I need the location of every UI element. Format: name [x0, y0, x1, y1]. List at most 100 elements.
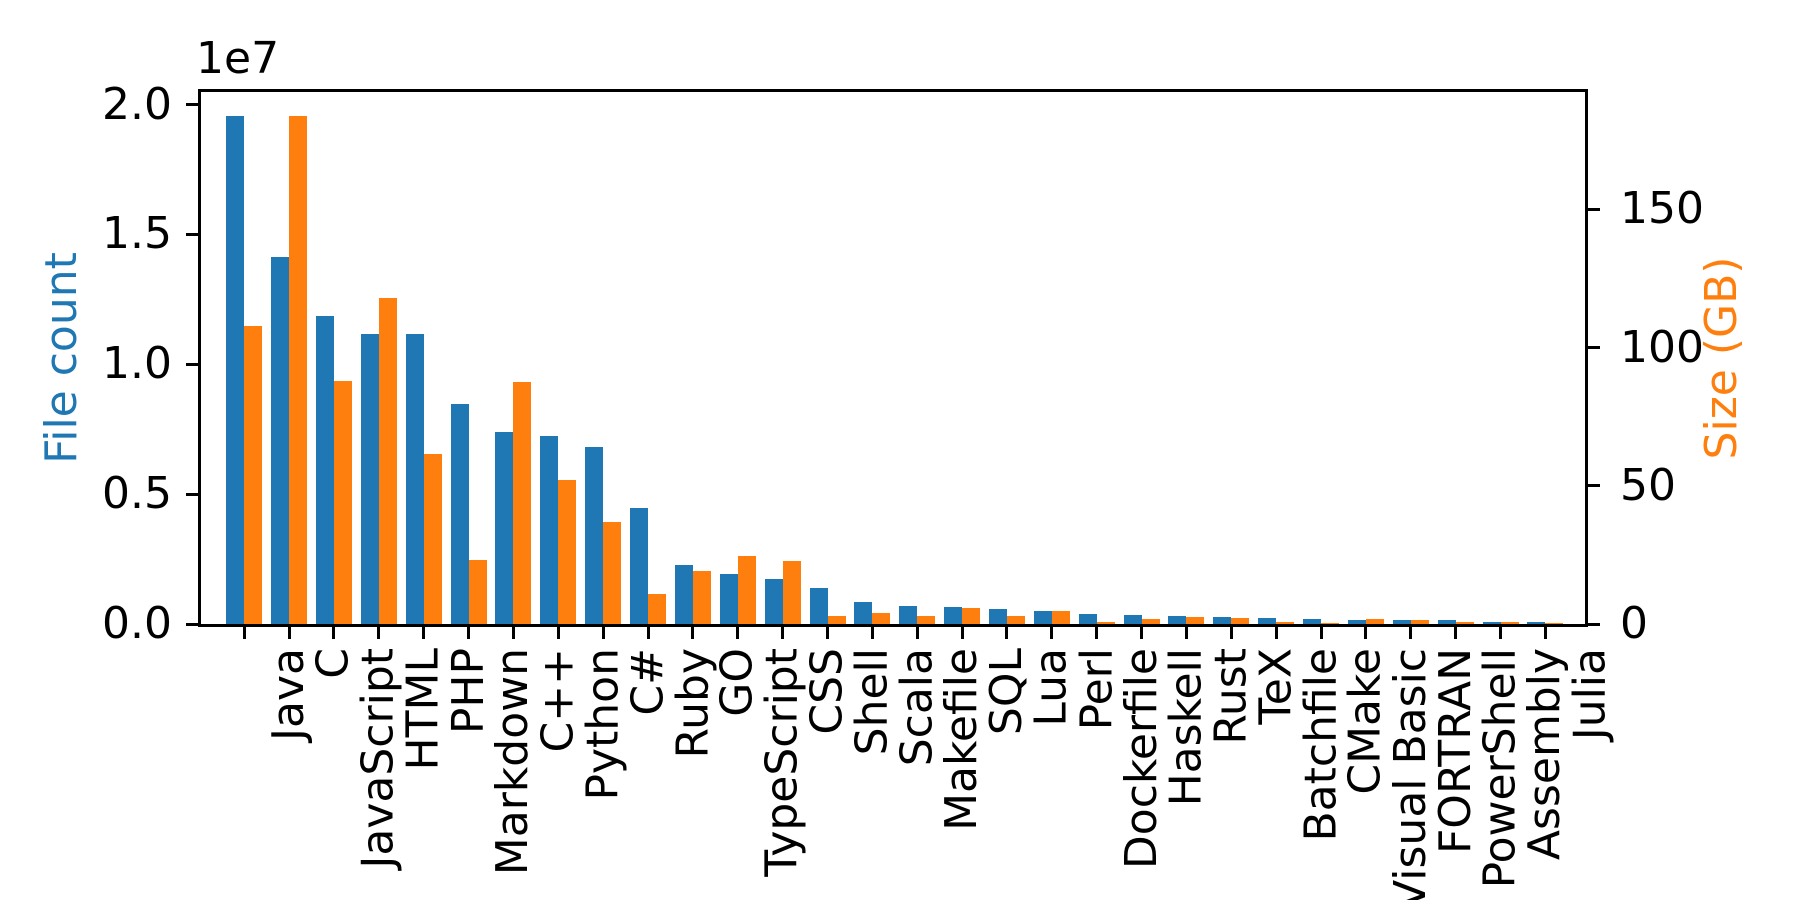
size-bar [917, 616, 936, 624]
x-category-label: C# [622, 648, 674, 716]
file-count-bar [1168, 616, 1187, 624]
x-category-label: Batchfile [1295, 648, 1347, 842]
file-count-bar [854, 602, 873, 624]
x-tickmark [1274, 627, 1278, 639]
file-count-bar [630, 508, 649, 624]
x-tickmark [332, 627, 336, 639]
size-bar [333, 381, 352, 624]
x-tickmark [422, 627, 426, 639]
x-category-label: C [308, 648, 360, 679]
left-y-tickmark [186, 103, 198, 106]
x-tickmark [781, 627, 785, 639]
x-category-label: Perl [1070, 648, 1122, 731]
size-bar [289, 116, 308, 624]
x-category-label: Markdown [487, 648, 539, 876]
file-count-bar [944, 607, 963, 624]
x-category-label: Shell [846, 648, 898, 756]
left-y-tickmark [186, 362, 198, 366]
file-count-bar [271, 257, 290, 624]
size-bar [1545, 623, 1564, 624]
right-y-tickmark [1588, 207, 1600, 211]
file-count-bar [719, 574, 738, 624]
plot-area [198, 89, 1588, 627]
x-category-label: Visual Basic [1384, 648, 1436, 900]
file-count-bar [1347, 620, 1366, 624]
x-category-label: CMake [1340, 648, 1392, 795]
size-bar [1231, 618, 1250, 624]
x-tickmark [870, 627, 874, 639]
right-y-tick-label: 100 [1620, 321, 1704, 373]
file-count-bar [495, 432, 514, 624]
file-count-bar [226, 116, 245, 624]
x-tickmark [1499, 627, 1503, 639]
x-tickmark [1229, 627, 1233, 639]
right-y-tickmark [1588, 346, 1600, 350]
x-category-label: Julia [1564, 648, 1616, 741]
x-category-label: TeX [1250, 648, 1302, 725]
file-count-bar [988, 609, 1007, 624]
x-tickmark [736, 627, 740, 639]
size-bar [1006, 616, 1025, 624]
file-count-bar [405, 334, 424, 624]
left-y-tick-label: 1.5 [102, 208, 172, 260]
x-tickmark [377, 627, 381, 639]
file-count-bar [450, 404, 469, 624]
file-count-bar [1527, 622, 1546, 624]
left-y-tick-label: 2.0 [102, 78, 172, 130]
x-category-label: SQL [981, 648, 1033, 736]
left-y-tickmark [186, 492, 198, 496]
size-bar [558, 480, 577, 624]
x-tickmark [1005, 627, 1009, 639]
x-tickmark [287, 627, 291, 639]
right-y-tick-label: 150 [1620, 183, 1704, 235]
file-count-bar [674, 565, 693, 624]
x-category-label: Python [577, 648, 629, 801]
x-tickmark [556, 627, 560, 639]
x-category-label: Java [263, 648, 315, 741]
right-y-tickmark [1588, 622, 1600, 626]
x-tickmark [1184, 627, 1188, 639]
right-y-tick-label: 0 [1620, 598, 1648, 649]
file-count-bar [315, 316, 334, 624]
size-bar [1141, 619, 1160, 624]
x-tickmark [1454, 627, 1458, 639]
left-y-tick-label: 0.0 [102, 598, 172, 649]
x-tickmark [1409, 627, 1413, 639]
size-bar [468, 560, 487, 624]
size-bar [827, 616, 846, 624]
size-bar [1455, 622, 1474, 624]
size-bar [1276, 622, 1295, 624]
right-y-tick-label: 50 [1620, 459, 1676, 511]
file-count-bar [1303, 619, 1322, 624]
size-bar [692, 571, 711, 624]
x-category-label: CSS [801, 648, 853, 735]
x-tickmark [915, 627, 919, 639]
size-bar [737, 556, 756, 624]
right-y-tickmark [1588, 484, 1600, 488]
size-bar [423, 454, 442, 624]
x-tickmark [691, 627, 695, 639]
size-bar [648, 594, 667, 624]
x-tickmark [1140, 627, 1144, 639]
left-y-tickmark [186, 232, 198, 236]
x-tickmark [1050, 627, 1054, 639]
x-tickmark [1095, 627, 1099, 639]
size-bar [1051, 611, 1070, 624]
x-tickmark [1319, 627, 1323, 639]
size-bar [1096, 622, 1115, 624]
size-bar [962, 608, 981, 624]
file-count-bar [1482, 622, 1501, 624]
x-tickmark [242, 627, 246, 639]
file-count-bar [1123, 615, 1142, 624]
file-count-bar [899, 606, 918, 624]
file-count-bar [1078, 614, 1097, 624]
file-count-bar [540, 436, 559, 624]
size-bar [1500, 622, 1519, 624]
x-tickmark [960, 627, 964, 639]
y-axis-offset-text: 1e7 [196, 33, 280, 84]
file-count-bar [360, 334, 379, 624]
file-count-bar [1213, 617, 1232, 624]
x-category-label: PHP [442, 648, 494, 735]
size-bar [782, 561, 801, 624]
